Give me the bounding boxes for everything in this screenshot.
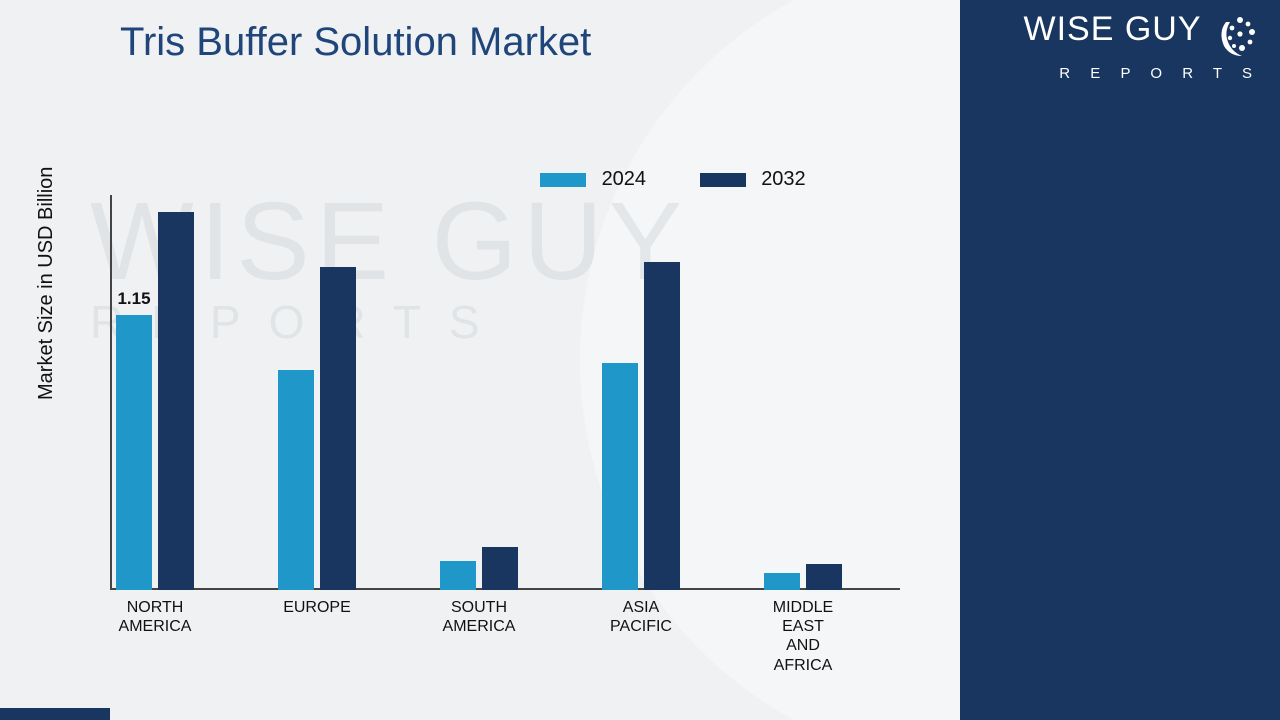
bar — [116, 315, 152, 590]
bottom-accent-bar — [0, 708, 110, 720]
bar — [764, 573, 800, 590]
legend-item-2032: 2032 — [700, 168, 806, 191]
bar — [644, 262, 680, 590]
value-label: 1.15 — [117, 289, 150, 309]
brand-line2: R E P O R T S — [1024, 66, 1260, 81]
bar — [806, 564, 842, 590]
legend-item-2024: 2024 — [540, 168, 646, 191]
brand-logo: WISE GUY R E P O R T S — [1024, 12, 1260, 81]
x-tick-label: SOUTH AMERICA — [419, 598, 539, 636]
legend-label-2024: 2024 — [602, 168, 647, 190]
y-axis-line — [110, 195, 112, 590]
bar — [440, 561, 476, 590]
bar — [482, 547, 518, 590]
stage: WISE GUY REPORTS Tris Buffer Solution Ma… — [0, 0, 1280, 720]
legend-swatch-2024 — [540, 173, 586, 187]
legend-label-2032: 2032 — [761, 168, 806, 190]
y-axis-label: Market Size in USD Billion — [35, 167, 58, 400]
plot-area: NORTH AMERICAEUROPESOUTH AMERICAASIA PAC… — [110, 195, 900, 590]
legend: 2024 2032 — [540, 168, 854, 191]
x-tick-label: ASIA PACIFIC — [581, 598, 701, 636]
right-band — [960, 0, 1280, 720]
bar — [278, 370, 314, 590]
bar — [602, 363, 638, 590]
x-tick-label: MIDDLE EAST AND AFRICA — [743, 598, 863, 675]
brand-head-icon — [1212, 12, 1260, 64]
bar — [158, 212, 194, 590]
x-tick-label: NORTH AMERICA — [95, 598, 215, 636]
x-tick-label: EUROPE — [257, 598, 377, 617]
chart-title: Tris Buffer Solution Market — [120, 20, 591, 65]
brand-line1: WISE GUY — [1024, 10, 1202, 48]
bar — [320, 267, 356, 590]
legend-swatch-2032 — [700, 173, 746, 187]
